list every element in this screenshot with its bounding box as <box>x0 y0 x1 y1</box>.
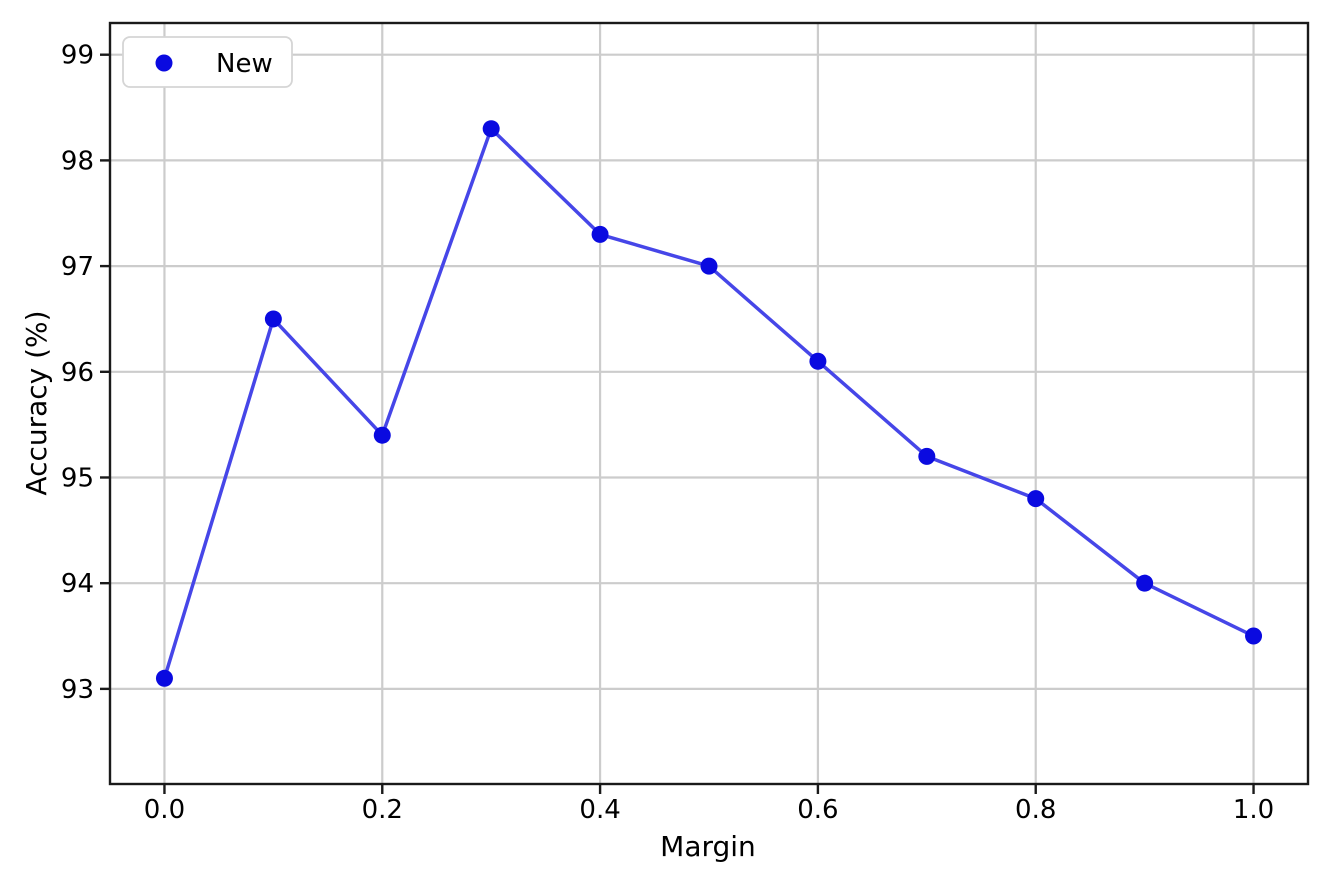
x-axis-label: Margin <box>660 830 756 863</box>
x-tick-label: 0.0 <box>144 795 185 825</box>
plot-area: 0.0 0.2 0.4 0.6 0.8 1.0 93 94 95 96 97 98 99 <box>61 21 1310 825</box>
legend: New <box>122 36 293 88</box>
y-tick-label: 94 <box>61 569 94 599</box>
y-tick-label: 93 <box>61 675 94 705</box>
data-point <box>809 352 827 370</box>
legend-marker-icon <box>155 54 173 72</box>
data-point <box>700 257 718 275</box>
y-tick-label: 97 <box>61 252 94 282</box>
y-axis-label: Accuracy (%) <box>20 310 53 495</box>
x-tick-label: 0.8 <box>1015 795 1056 825</box>
data-point <box>1027 490 1045 508</box>
data-point <box>482 120 500 138</box>
y-tick-label: 95 <box>61 463 94 493</box>
legend-label: New <box>216 49 273 79</box>
data-point <box>918 447 936 465</box>
data-point <box>1136 574 1154 592</box>
y-tick-label: 99 <box>61 41 94 71</box>
plot-spines <box>108 21 1310 786</box>
data-point <box>264 310 282 328</box>
data-line <box>162 126 1256 681</box>
x-tick-label: 1.0 <box>1233 795 1274 825</box>
data-point <box>155 669 173 687</box>
x-tick-label: 0.4 <box>579 795 620 825</box>
data-point <box>591 225 609 243</box>
y-tick-label: 98 <box>61 146 94 176</box>
x-tick-label: 0.6 <box>797 795 838 825</box>
y-tick-label: 96 <box>61 358 94 388</box>
x-tick-label: 0.2 <box>362 795 403 825</box>
data-point <box>373 426 391 444</box>
data-point <box>1245 627 1263 645</box>
legend-box <box>122 36 293 88</box>
